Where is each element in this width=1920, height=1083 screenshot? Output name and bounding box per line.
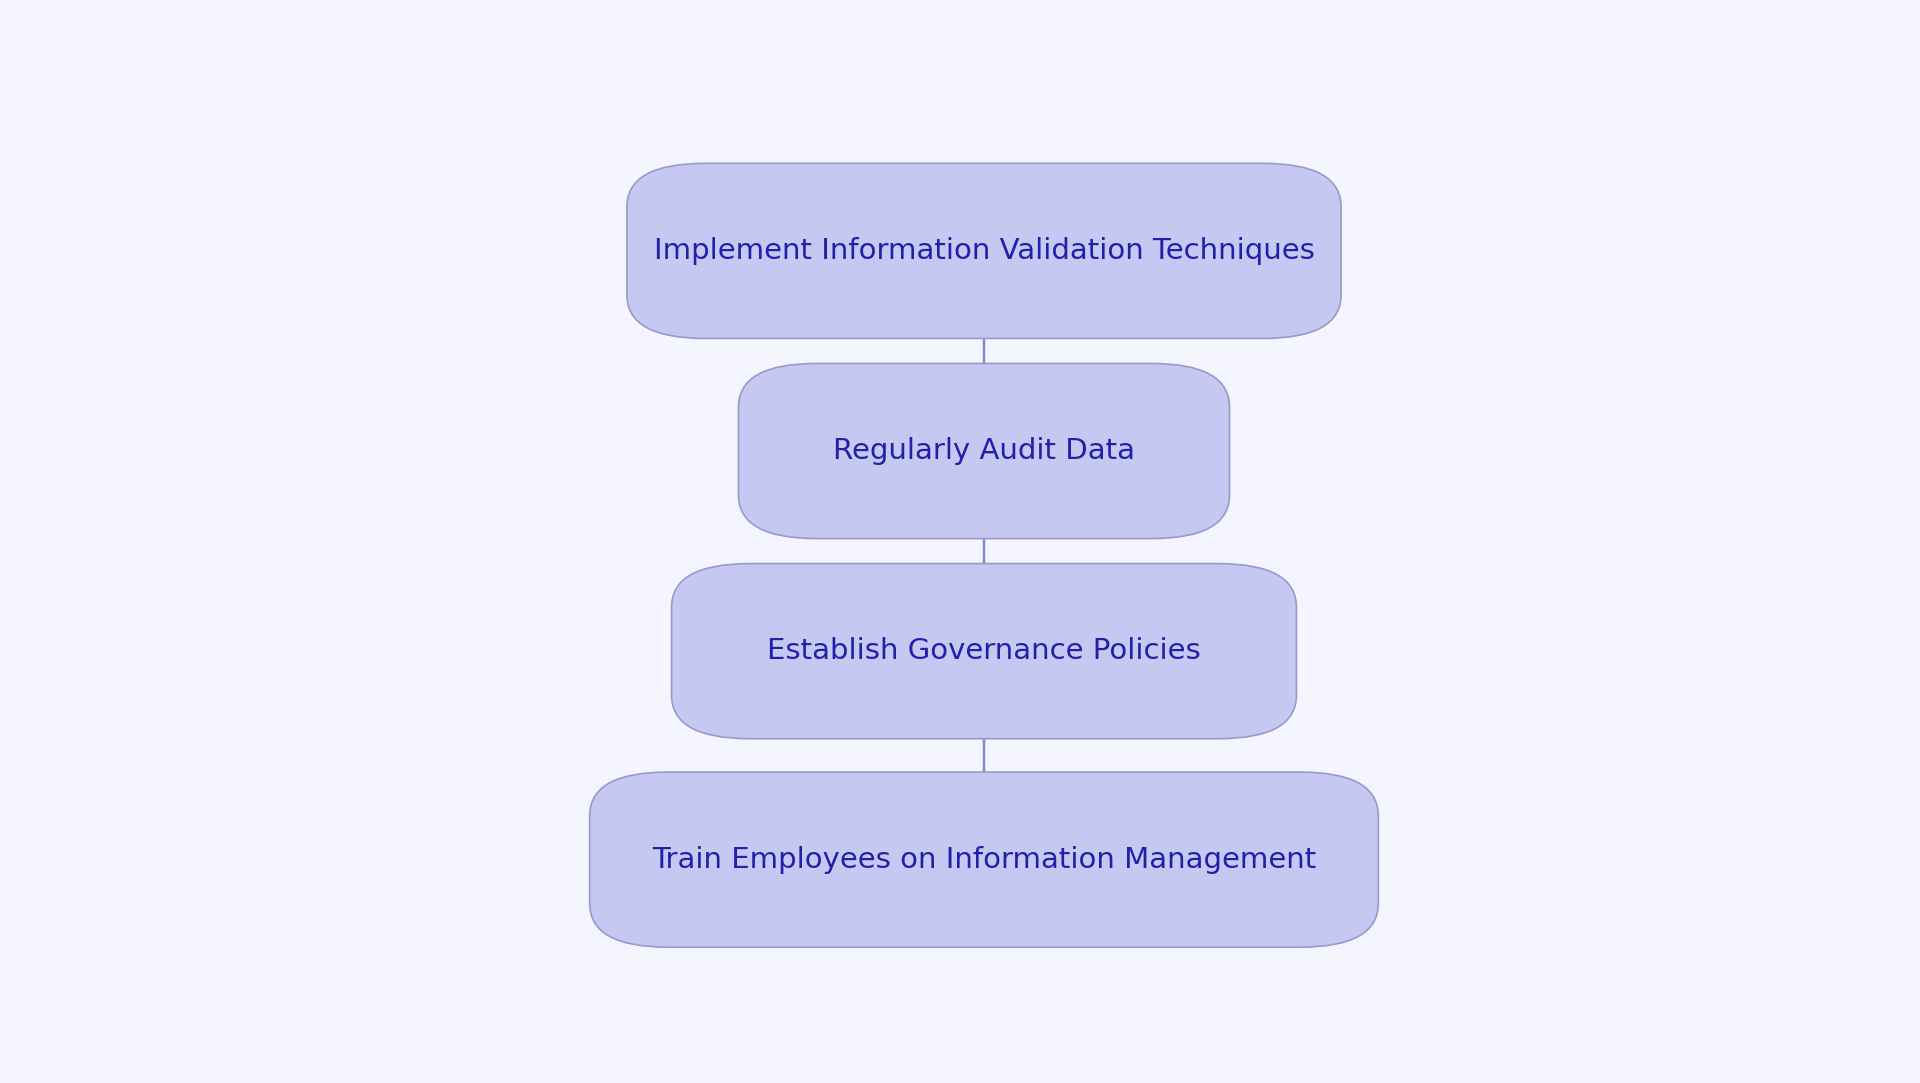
FancyBboxPatch shape — [626, 164, 1340, 338]
Text: Establish Governance Policies: Establish Governance Policies — [768, 637, 1200, 665]
Text: Train Employees on Information Management: Train Employees on Information Managemen… — [653, 846, 1315, 874]
FancyBboxPatch shape — [589, 772, 1379, 948]
FancyBboxPatch shape — [739, 364, 1229, 538]
FancyBboxPatch shape — [672, 563, 1296, 739]
Text: Implement Information Validation Techniques: Implement Information Validation Techniq… — [653, 237, 1315, 265]
Text: Regularly Audit Data: Regularly Audit Data — [833, 438, 1135, 465]
